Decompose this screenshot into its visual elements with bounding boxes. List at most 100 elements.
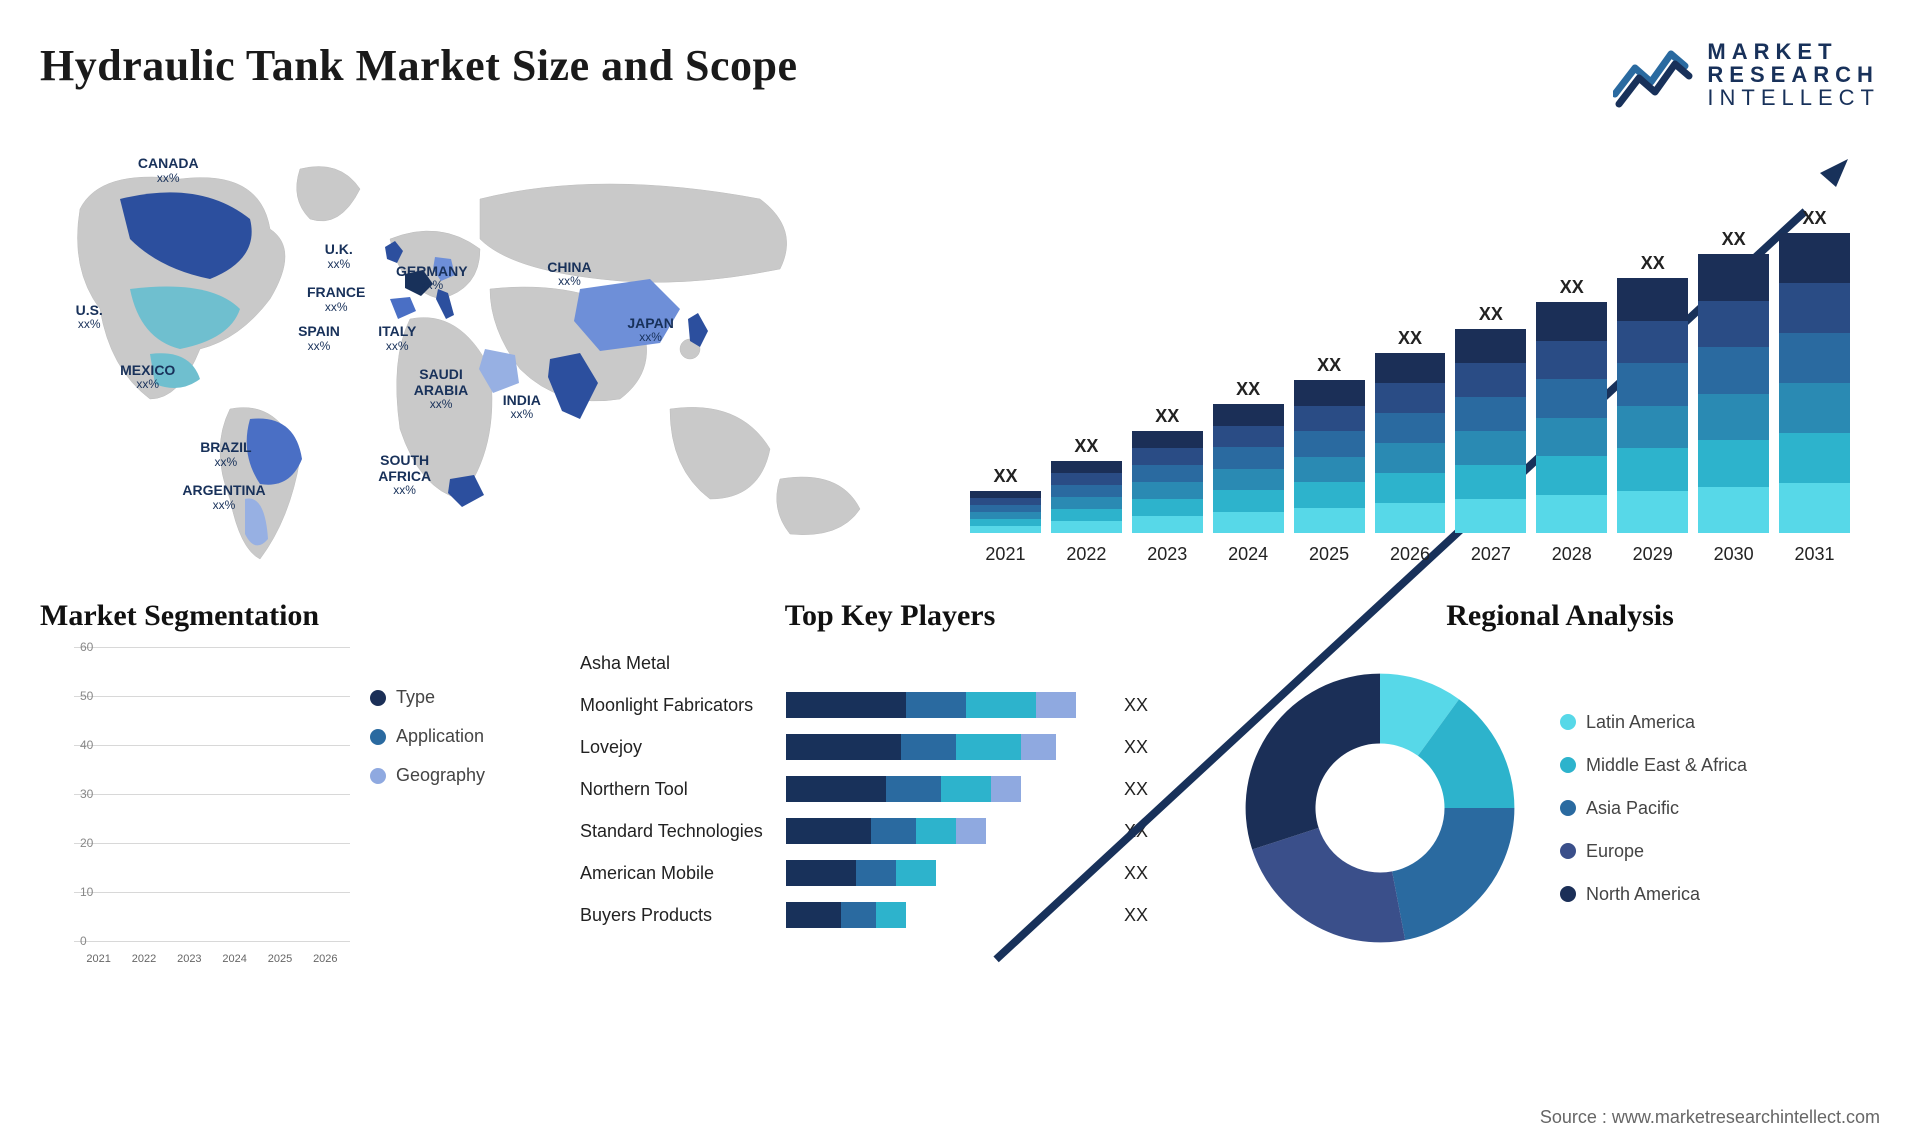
growth-bar-label: XX xyxy=(1641,253,1665,274)
segmentation-title: Market Segmentation xyxy=(40,599,540,633)
growth-bar-label: XX xyxy=(993,466,1017,487)
growth-year-label: 2028 xyxy=(1536,544,1607,565)
growth-bar-label: XX xyxy=(1722,229,1746,250)
region-legend-item: Latin America xyxy=(1560,712,1747,733)
legend-dot-icon xyxy=(1560,843,1576,859)
growth-bar-2030: XX xyxy=(1698,229,1769,533)
legend-dot-icon xyxy=(1560,714,1576,730)
growth-year-label: 2023 xyxy=(1132,544,1203,565)
player-value: XX xyxy=(1124,695,1148,716)
player-bar xyxy=(786,860,1106,886)
seg-legend-item: Type xyxy=(370,687,485,708)
player-bar xyxy=(786,734,1106,760)
growth-bar-2021: XX xyxy=(970,466,1041,533)
map-label-japan: JAPANxx% xyxy=(627,316,673,345)
legend-dot-icon xyxy=(1560,800,1576,816)
map-label-india: INDIAxx% xyxy=(503,393,541,422)
map-label-mexico: MEXICOxx% xyxy=(120,363,175,392)
growth-year-label: 2024 xyxy=(1213,544,1284,565)
player-row: LovejoyXX xyxy=(580,731,1200,763)
players-panel: Top Key Players Asha Metal Moonlight Fabr… xyxy=(580,599,1200,969)
legend-label: Geography xyxy=(396,765,485,786)
regional-title: Regional Analysis xyxy=(1240,599,1880,633)
player-name: Moonlight Fabricators xyxy=(580,695,780,716)
seg-legend-item: Geography xyxy=(370,765,485,786)
player-row: Buyers ProductsXX xyxy=(580,899,1200,931)
growth-bar-2031: XX xyxy=(1779,208,1850,533)
growth-bar-2024: XX xyxy=(1213,379,1284,533)
map-label-france: FRANCExx% xyxy=(307,285,365,314)
region-legend-item: Europe xyxy=(1560,841,1747,862)
brand-logo: MARKET RESEARCH INTELLECT xyxy=(1613,40,1880,109)
growth-bar-label: XX xyxy=(1398,328,1422,349)
legend-label: Europe xyxy=(1586,841,1644,862)
regional-panel: Regional Analysis Latin America Middle Ea… xyxy=(1240,599,1880,969)
growth-bar-2023: XX xyxy=(1132,406,1203,533)
map-label-safrica: SOUTHAFRICAxx% xyxy=(378,453,431,497)
growth-year-label: 2030 xyxy=(1698,544,1769,565)
growth-bar-label: XX xyxy=(1155,406,1179,427)
growth-year-label: 2027 xyxy=(1455,544,1526,565)
map-label-uk: U.K.xx% xyxy=(325,242,353,271)
map-label-saudi: SAUDIARABIAxx% xyxy=(414,367,468,411)
player-row: Asha Metal xyxy=(580,647,1200,679)
growth-bar-2027: XX xyxy=(1455,304,1526,533)
player-name: Standard Technologies xyxy=(580,821,780,842)
seg-xlabel: 2023 xyxy=(171,953,208,965)
legend-label: Latin America xyxy=(1586,712,1695,733)
growth-year-label: 2026 xyxy=(1375,544,1446,565)
legend-dot-icon xyxy=(370,690,386,706)
growth-bar-2025: XX xyxy=(1294,355,1365,533)
logo-line-3: INTELLECT xyxy=(1707,86,1880,109)
source-attribution: Source : www.marketresearchintellect.com xyxy=(1540,1107,1880,1128)
legend-label: North America xyxy=(1586,884,1700,905)
legend-dot-icon xyxy=(1560,757,1576,773)
legend-dot-icon xyxy=(370,768,386,784)
player-name: Northern Tool xyxy=(580,779,780,800)
region-legend-item: Middle East & Africa xyxy=(1560,755,1747,776)
logo-mark-icon xyxy=(1613,42,1693,108)
players-title: Top Key Players xyxy=(580,599,1200,633)
growth-bar-label: XX xyxy=(1236,379,1260,400)
seg-xlabel: 2021 xyxy=(80,953,117,965)
seg-xlabel: 2022 xyxy=(125,953,162,965)
player-value: XX xyxy=(1124,779,1148,800)
logo-line-2: RESEARCH xyxy=(1707,63,1880,86)
player-bar xyxy=(786,776,1106,802)
seg-xlabel: 2026 xyxy=(307,953,344,965)
growth-year-label: 2029 xyxy=(1617,544,1688,565)
growth-year-label: 2022 xyxy=(1051,544,1122,565)
legend-label: Application xyxy=(396,726,484,747)
player-bar xyxy=(786,818,1106,844)
player-value: XX xyxy=(1124,905,1148,926)
player-name: Lovejoy xyxy=(580,737,780,758)
arrowhead-icon xyxy=(1818,157,1852,191)
growth-chart: XXXXXXXXXXXXXXXXXXXXXX 20212022202320242… xyxy=(970,139,1880,569)
regional-legend: Latin AmericaMiddle East & AfricaAsia Pa… xyxy=(1560,712,1747,905)
growth-year-label: 2021 xyxy=(970,544,1041,565)
regional-donut-chart xyxy=(1240,668,1520,948)
growth-bar-2028: XX xyxy=(1536,277,1607,533)
segmentation-chart: 0102030405060 202120222023202420252026 xyxy=(40,647,350,969)
legend-label: Middle East & Africa xyxy=(1586,755,1747,776)
world-map-panel: CANADAxx%U.S.xx%MEXICOxx%BRAZILxx%ARGENT… xyxy=(40,139,930,569)
player-bar xyxy=(786,902,1106,928)
player-row: Standard Technologies XX xyxy=(580,815,1200,847)
legend-dot-icon xyxy=(1560,886,1576,902)
donut-slice xyxy=(1252,828,1405,942)
donut-slice xyxy=(1392,808,1514,940)
world-map-icon xyxy=(40,139,930,569)
page-title: Hydraulic Tank Market Size and Scope xyxy=(40,40,798,91)
map-label-brazil: BRAZILxx% xyxy=(200,440,251,469)
growth-year-label: 2025 xyxy=(1294,544,1365,565)
map-label-germany: GERMANYxx% xyxy=(396,264,468,293)
growth-bar-2026: XX xyxy=(1375,328,1446,533)
map-label-spain: SPAINxx% xyxy=(298,324,340,353)
map-label-argentina: ARGENTINAxx% xyxy=(182,483,265,512)
map-label-italy: ITALYxx% xyxy=(378,324,416,353)
player-value: XX xyxy=(1124,821,1148,842)
growth-bar-label: XX xyxy=(1479,304,1503,325)
region-legend-item: North America xyxy=(1560,884,1747,905)
segmentation-legend: Type Application Geography xyxy=(370,647,485,969)
player-row: American MobileXX xyxy=(580,857,1200,889)
